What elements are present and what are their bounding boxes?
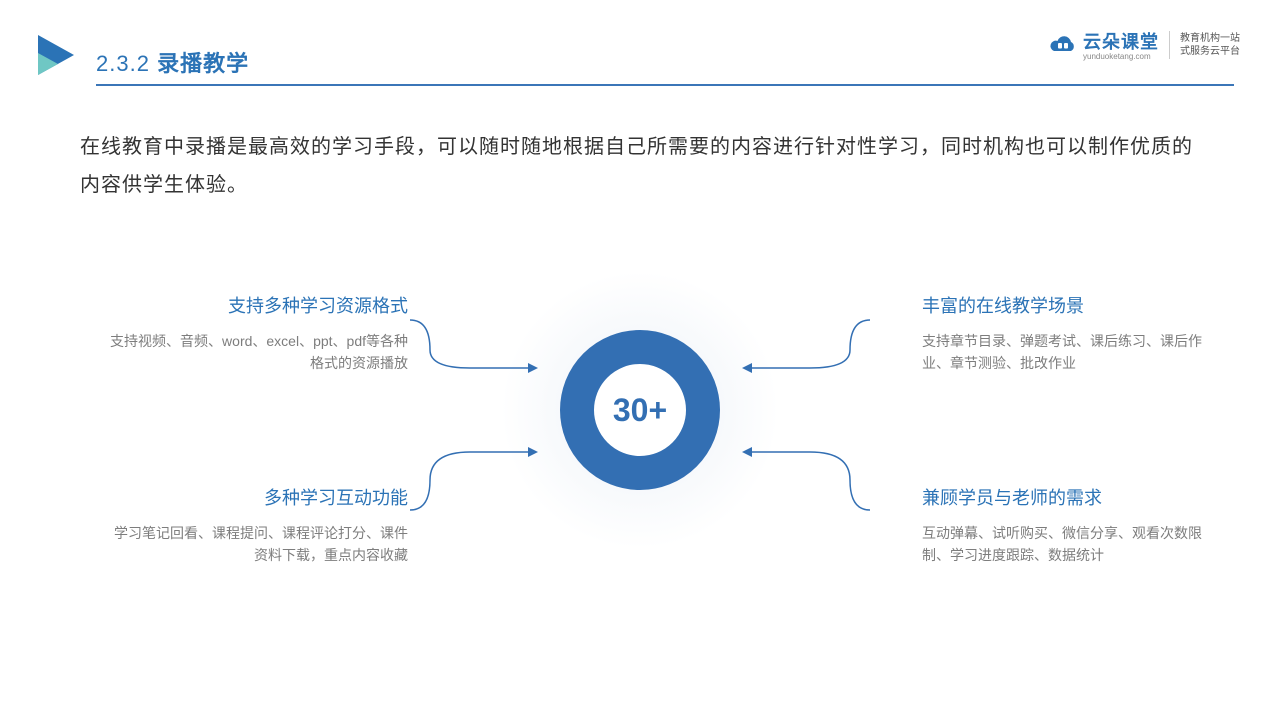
feature-title: 多种学习互动功能: [108, 484, 408, 510]
section-title: 录播教学: [157, 51, 249, 76]
feature-title: 兼顾学员与老师的需求: [922, 484, 1222, 510]
feature-bottom-left: 多种学习互动功能 学习笔记回看、课程提问、课程评论打分、课件资料下载，重点内容收…: [108, 484, 408, 566]
connector-tl: [410, 310, 540, 380]
brand-tagline: 教育机构一站 式服务云平台: [1180, 32, 1240, 58]
center-metric: 30+: [540, 310, 740, 510]
connector-br: [740, 440, 870, 520]
feature-desc: 支持视频、音频、word、excel、ppt、pdf等各种格式的资源播放: [108, 330, 408, 374]
feature-desc: 学习笔记回看、课程提问、课程评论打分、课件资料下载，重点内容收藏: [108, 522, 408, 566]
feature-top-left: 支持多种学习资源格式 支持视频、音频、word、excel、ppt、pdf等各种…: [108, 292, 408, 374]
feature-desc: 支持章节目录、弹题考试、课后练习、课后作业、章节测验、批改作业: [922, 330, 1222, 374]
ring-main: 30+: [560, 330, 720, 490]
feature-top-right: 丰富的在线教学场景 支持章节目录、弹题考试、课后练习、课后作业、章节测验、批改作…: [922, 292, 1222, 374]
intro-text: 在线教育中录播是最高效的学习手段，可以随时随地根据自己所需要的内容进行针对性学习…: [80, 128, 1200, 204]
section-number: 2.3.2: [96, 51, 150, 76]
slide: 2.3.2 录播教学 云朵课堂 yunduoketang.com 教育机构一站 …: [0, 0, 1280, 720]
cloud-icon: [1049, 34, 1079, 56]
header-underline: [96, 84, 1234, 86]
feature-bottom-right: 兼顾学员与老师的需求 互动弹幕、试听购买、微信分享、观看次数限制、学习进度跟踪、…: [922, 484, 1222, 566]
header-play-icon: [34, 33, 78, 77]
brand-url: yunduoketang.com: [1083, 52, 1159, 61]
feature-desc: 互动弹幕、试听购买、微信分享、观看次数限制、学习进度跟踪、数据统计: [922, 522, 1222, 566]
page-title: 2.3.2 录播教学: [96, 46, 249, 78]
ring-label: 30+: [613, 392, 667, 429]
feature-title: 丰富的在线教学场景: [922, 292, 1222, 318]
connector-bl: [410, 440, 540, 520]
feature-title: 支持多种学习资源格式: [108, 292, 408, 318]
brand-logo: 云朵课堂 yunduoketang.com 教育机构一站 式服务云平台: [1049, 28, 1240, 61]
connector-tr: [740, 310, 870, 380]
logo-divider: [1169, 31, 1170, 59]
brand-name: 云朵课堂: [1083, 28, 1159, 54]
